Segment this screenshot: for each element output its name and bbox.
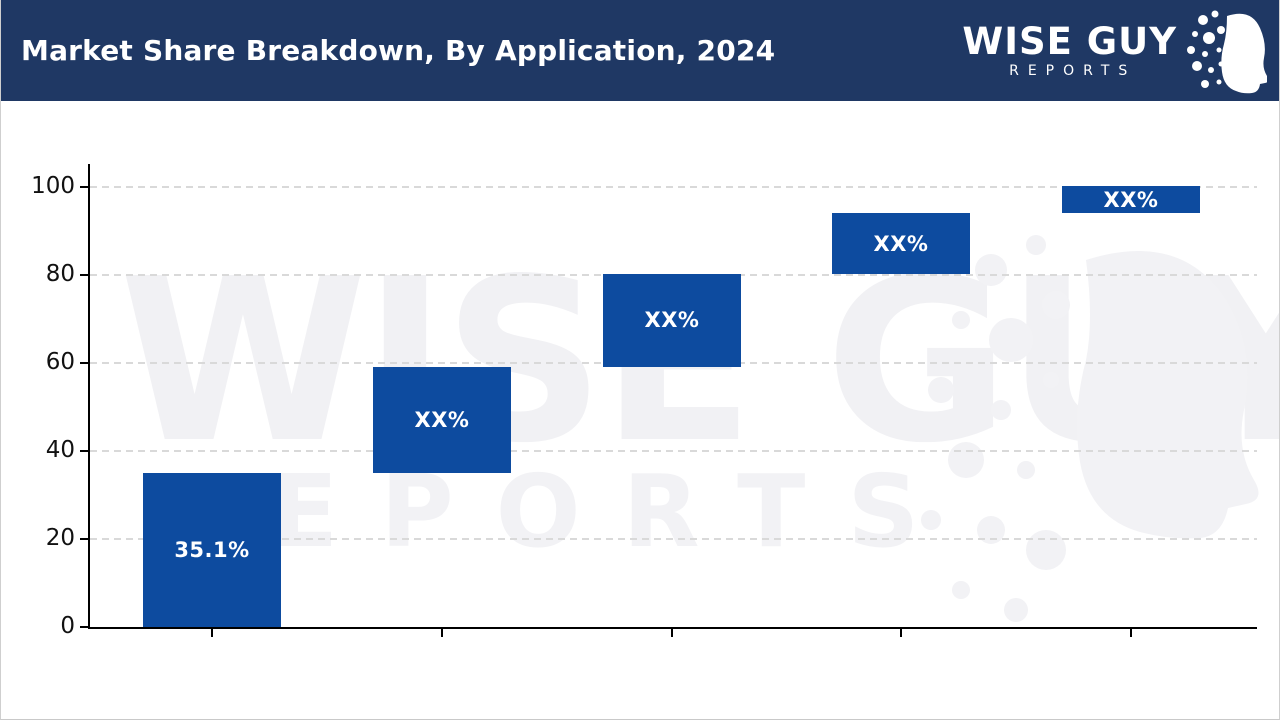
bar-value-label-household-appliances: XX% (873, 231, 929, 256)
bar-construction-industry: XX% (373, 366, 511, 473)
bar-value-label-electrical-components: XX% (644, 308, 700, 333)
y-tick-label-0: 0 (60, 613, 75, 639)
watermark-head-dots-graphic (921, 235, 1259, 622)
bar-value-label-marine-applications: XX% (1103, 187, 1159, 212)
bar-value-label-construction-industry: XX% (414, 407, 470, 432)
gridline-100 (90, 186, 1257, 188)
x-tick-mark-automotive-industry (211, 629, 213, 637)
x-tick-mark-household-appliances (900, 629, 902, 637)
bar-marine-applications: XX% (1062, 185, 1200, 214)
y-tick-mark-80 (80, 274, 88, 276)
y-tick-label-80: 80 (45, 261, 75, 287)
y-tick-label-40: 40 (45, 437, 75, 463)
y-tick-mark-20 (80, 538, 88, 540)
y-tick-mark-40 (80, 450, 88, 452)
logo-text: WISE GUY REPORTS (962, 23, 1177, 78)
x-tick-mark-construction-industry (441, 629, 443, 637)
gridline-40 (90, 450, 1257, 452)
y-tick-mark-100 (80, 186, 88, 188)
y-axis-line (88, 164, 90, 629)
logo-wiseguy-label: WISE GUY (962, 20, 1177, 63)
y-tick-label-20: 20 (45, 525, 75, 551)
x-axis-line (88, 627, 1257, 629)
bar-electrical-components: XX% (603, 273, 741, 367)
bar-automotive-industry: 35.1% (143, 472, 281, 627)
wise-guy-reports-logo: WISE GUY REPORTS (962, 0, 1267, 101)
page-title: Market Share Breakdown, By Application, … (21, 34, 776, 67)
x-tick-mark-electrical-components (671, 629, 673, 637)
y-tick-label-100: 100 (31, 173, 75, 199)
bar-value-label-automotive-industry: 35.1% (174, 537, 250, 562)
y-tick-mark-60 (80, 362, 88, 364)
x-tick-mark-marine-applications (1130, 629, 1132, 637)
logo-head-icon (1187, 10, 1267, 93)
y-tick-label-60: 60 (45, 349, 75, 375)
header-bar: Market Share Breakdown, By Application, … (1, 0, 1279, 101)
logo-reports-label: REPORTS (1009, 63, 1137, 79)
bar-household-appliances: XX% (832, 213, 970, 274)
plot-area: 02040608010035.1%AutomotiveIndustryXX%Co… (1, 101, 1279, 719)
gridline-20 (90, 538, 1257, 540)
y-tick-mark-0 (80, 626, 88, 628)
